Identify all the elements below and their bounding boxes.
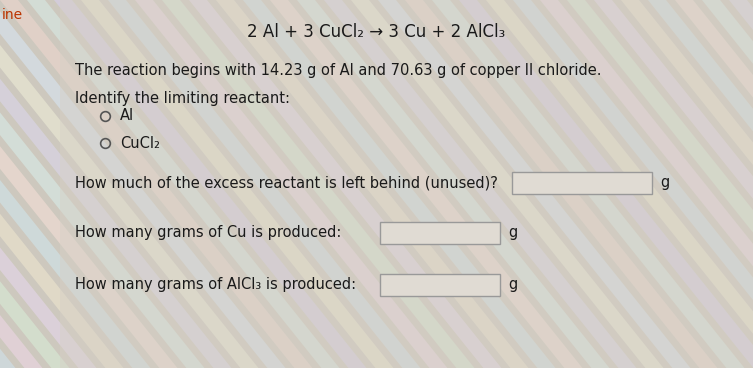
Polygon shape (0, 0, 151, 368)
Polygon shape (729, 0, 753, 368)
Text: The reaction begins with 14.23 g of Al and 70.63 g of copper II chloride.: The reaction begins with 14.23 g of Al a… (75, 63, 602, 78)
Polygon shape (27, 0, 340, 368)
Polygon shape (54, 0, 367, 368)
Polygon shape (81, 0, 393, 368)
Polygon shape (432, 0, 745, 368)
FancyBboxPatch shape (512, 172, 652, 194)
Polygon shape (486, 0, 753, 368)
Polygon shape (675, 0, 753, 368)
Text: ine: ine (2, 8, 23, 22)
Polygon shape (0, 0, 123, 368)
Polygon shape (621, 0, 753, 368)
Polygon shape (405, 0, 718, 368)
Polygon shape (0, 0, 15, 368)
Polygon shape (702, 0, 753, 368)
Text: g: g (508, 226, 517, 241)
FancyBboxPatch shape (380, 274, 500, 296)
Polygon shape (0, 0, 258, 368)
Polygon shape (324, 0, 636, 368)
Polygon shape (0, 0, 312, 368)
Polygon shape (459, 0, 753, 368)
FancyBboxPatch shape (60, 0, 753, 368)
Polygon shape (0, 0, 204, 368)
Text: CuCl₂: CuCl₂ (120, 135, 160, 151)
Polygon shape (351, 0, 663, 368)
Text: How many grams of Cu is produced:: How many grams of Cu is produced: (75, 226, 341, 241)
Polygon shape (567, 0, 753, 368)
Polygon shape (0, 0, 285, 368)
Polygon shape (216, 0, 529, 368)
Text: How many grams of AlCl₃ is produced:: How many grams of AlCl₃ is produced: (75, 277, 356, 293)
Polygon shape (594, 0, 753, 368)
Polygon shape (0, 0, 178, 368)
FancyBboxPatch shape (380, 222, 500, 244)
Text: Al: Al (120, 109, 134, 124)
Text: 2 Al + 3 CuCl₂ → 3 Cu + 2 AlCl₃: 2 Al + 3 CuCl₂ → 3 Cu + 2 AlCl₃ (247, 23, 505, 41)
Polygon shape (0, 0, 96, 368)
Polygon shape (108, 0, 420, 368)
Text: g: g (660, 176, 669, 191)
Polygon shape (135, 0, 447, 368)
Polygon shape (648, 0, 753, 368)
Text: Identify the limiting reactant:: Identify the limiting reactant: (75, 91, 290, 106)
Polygon shape (378, 0, 691, 368)
Polygon shape (162, 0, 474, 368)
Polygon shape (297, 0, 609, 368)
Polygon shape (0, 0, 231, 368)
Polygon shape (189, 0, 501, 368)
Polygon shape (243, 0, 556, 368)
Text: How much of the excess reactant is left behind (unused)?: How much of the excess reactant is left … (75, 176, 498, 191)
Polygon shape (513, 0, 753, 368)
Text: g: g (508, 277, 517, 293)
Polygon shape (270, 0, 582, 368)
Polygon shape (0, 0, 42, 368)
Polygon shape (0, 0, 69, 368)
Polygon shape (540, 0, 753, 368)
